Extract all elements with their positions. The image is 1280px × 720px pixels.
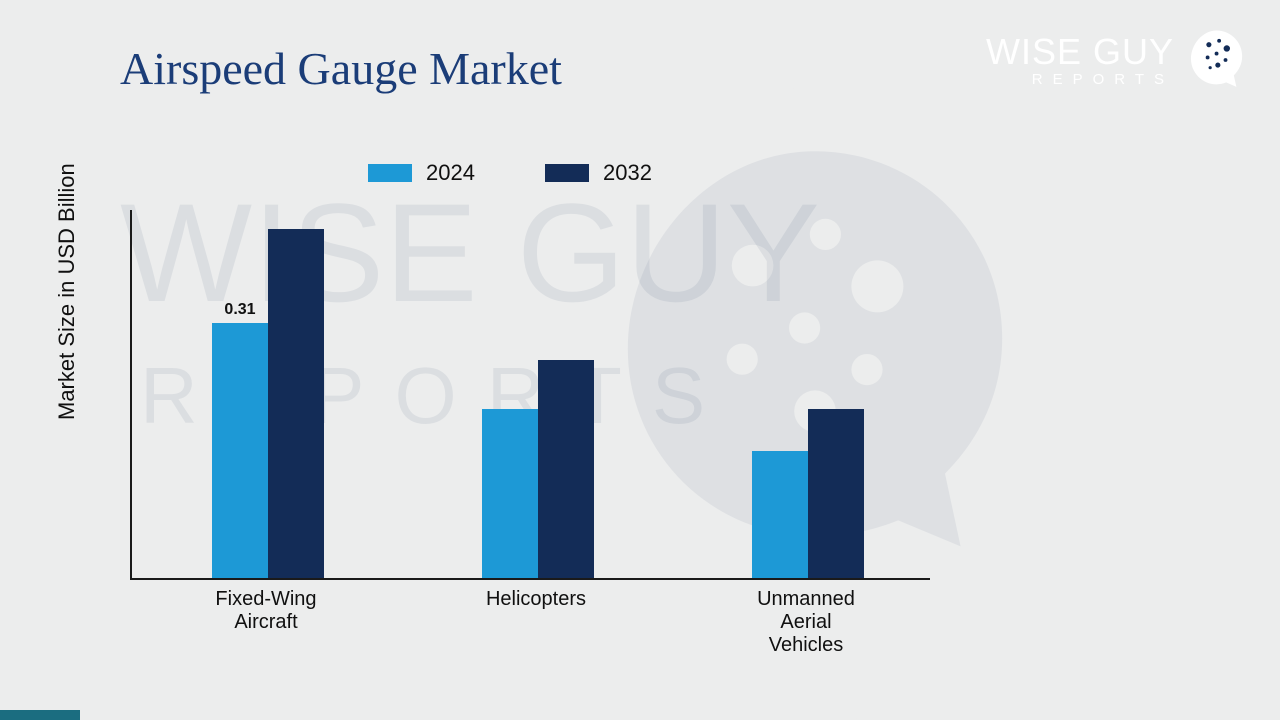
bar [808,409,864,578]
bar [538,360,594,578]
bar [752,451,808,578]
brand-head-icon [1182,28,1246,92]
chart-plot-area: 0.31 [130,210,930,580]
legend-label-2024: 2024 [426,160,475,186]
page-title: Airspeed Gauge Market [120,42,562,95]
page-root: WISE GUY REPORTS WISE GUY REPORTS Airspe… [0,0,1280,720]
chart-region: Market Size in USD Billion 2024 2032 0.3… [90,160,930,680]
legend-label-2032: 2032 [603,160,652,186]
legend-swatch-2032 [545,164,589,182]
brand-block: WISE GUY REPORTS [986,28,1246,92]
bar [268,229,324,578]
bar-value-label: 0.31 [224,301,255,319]
bar-group [482,360,594,578]
category-label: UnmannedAerialVehicles [716,588,896,657]
legend-item-2024: 2024 [368,160,475,186]
chart-legend: 2024 2032 [90,160,930,186]
legend-item-2032: 2032 [545,160,652,186]
y-axis-label: Market Size in USD Billion [54,163,80,420]
bottom-accent-bar [0,710,80,720]
brand-main: WISE GUY [986,34,1174,70]
bar-group [212,229,324,578]
bar-group [752,409,864,578]
bar [212,323,268,578]
category-label: Fixed-WingAircraft [176,588,356,634]
legend-swatch-2024 [368,164,412,182]
brand-sub: REPORTS [986,72,1174,87]
category-label: Helicopters [446,588,626,611]
brand-text: WISE GUY REPORTS [986,34,1174,87]
bar [482,409,538,578]
